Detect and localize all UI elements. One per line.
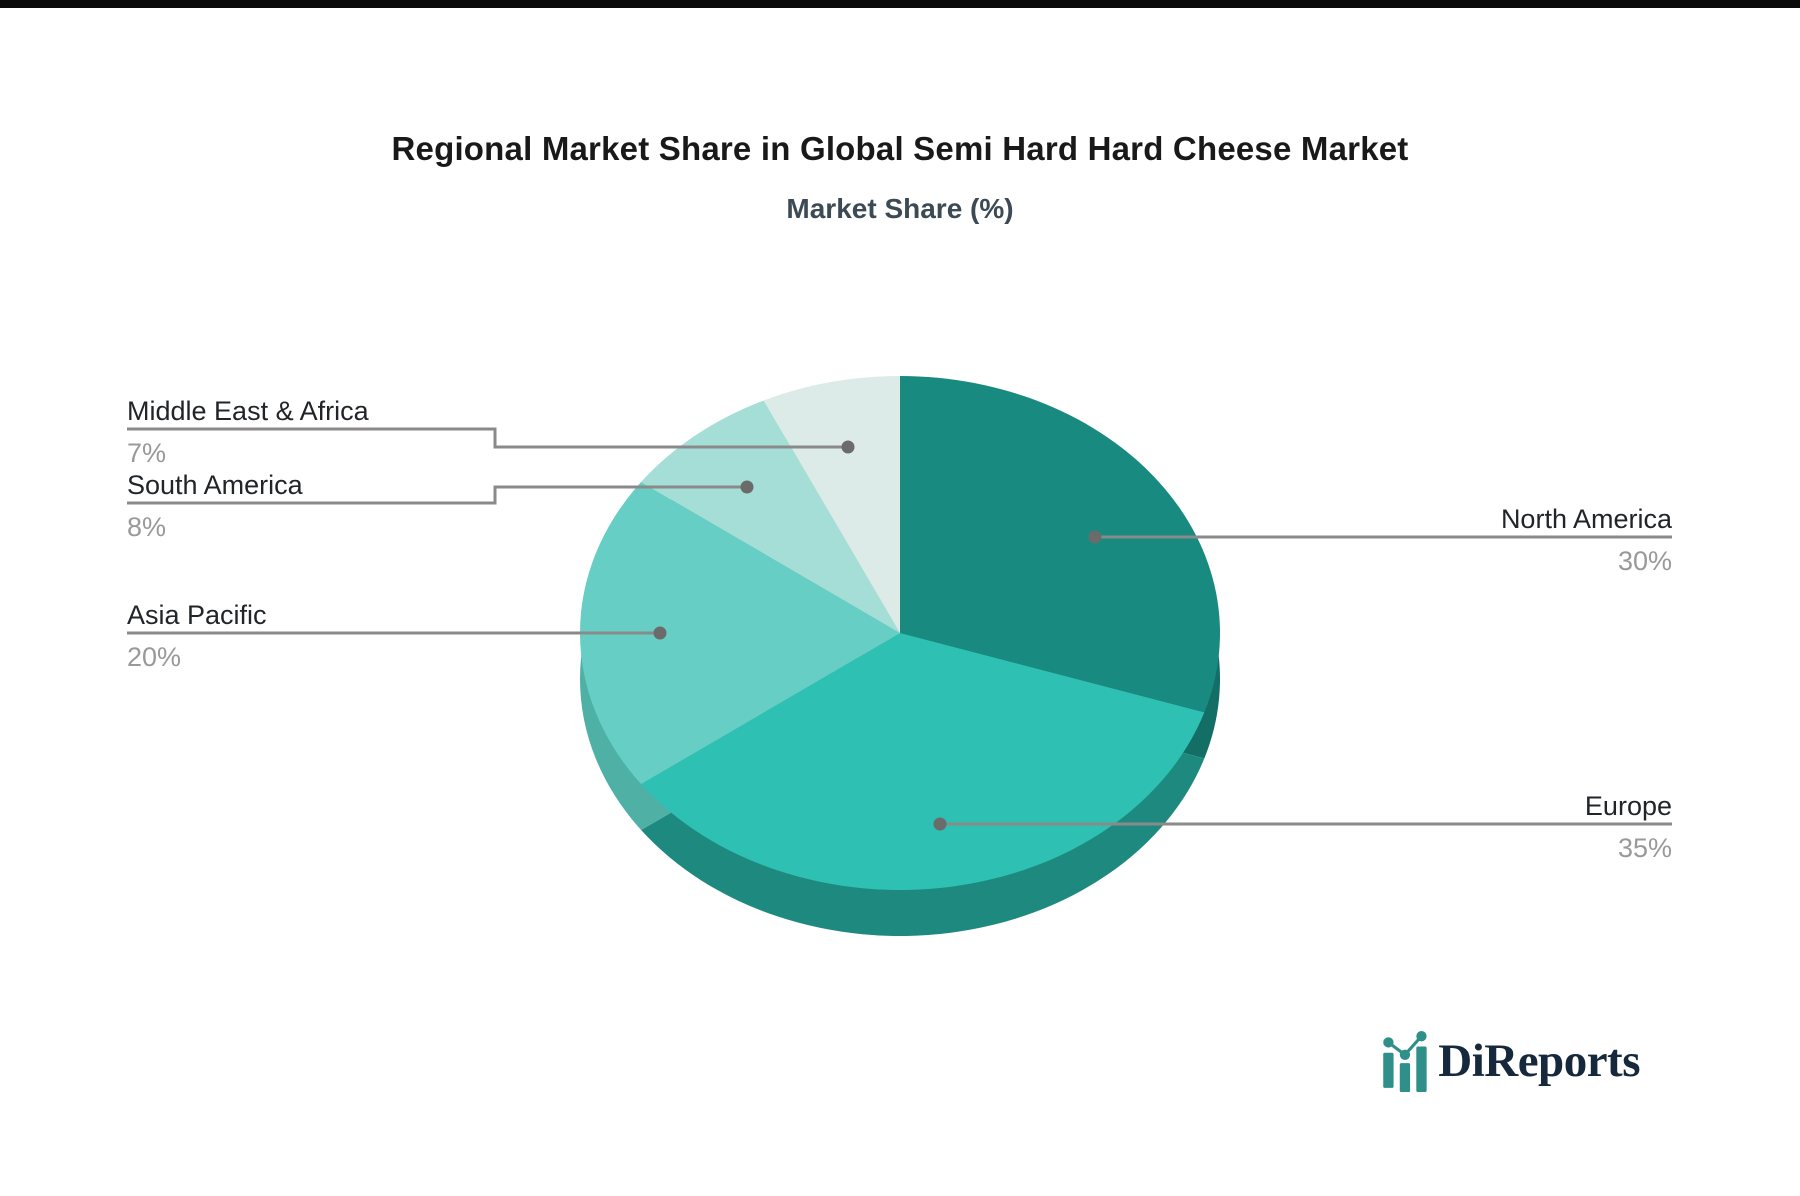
callout-value-asia-pacific: 20% (127, 642, 182, 672)
logo-bar (1400, 1063, 1411, 1092)
leader-line-middle-east-africa (127, 427, 848, 449)
callout-value-north-america: 30% (1617, 546, 1672, 576)
leader-line-south-america (127, 485, 747, 505)
pie-slice-north-america[interactable] (900, 376, 1221, 713)
direports-logo[interactable]: DiReports (1383, 1030, 1640, 1092)
leader-dot-asia-pacific (653, 626, 667, 640)
logo-dot (1400, 1049, 1411, 1060)
logo-dot (1383, 1037, 1394, 1048)
callout-label-europe: Europe (1584, 791, 1672, 821)
leader-dot-south-america (740, 480, 754, 494)
pie-slice-middle-east-africa[interactable] (763, 376, 900, 633)
callout-value-south-america: 8% (127, 512, 167, 542)
top-border-bar (0, 0, 1800, 8)
leader-dot-middle-east-africa (841, 440, 855, 454)
logo-dot (1416, 1031, 1427, 1042)
callout-label-south-america: South America (127, 470, 303, 500)
leader-dot-north-america (1088, 530, 1102, 544)
pie-slice-south-america[interactable] (641, 400, 900, 633)
bar-line-chart-icon (1383, 1031, 1427, 1092)
leader-dot-europe (933, 817, 947, 831)
callout-label-north-america: North America (1500, 504, 1672, 534)
callout-value-middle-east-africa: 7% (127, 438, 167, 468)
pie-slice-europe[interactable] (641, 633, 1205, 891)
callout-label-asia-pacific: Asia Pacific (127, 600, 267, 630)
logo-bar (1383, 1052, 1394, 1088)
callout-label-middle-east-africa: Middle East & Africa (127, 396, 369, 426)
logo-text: DiReports (1438, 1035, 1640, 1087)
callout-value-europe: 35% (1617, 833, 1672, 863)
chart-subtitle: Market Share (%) (786, 193, 1014, 224)
pie-slice-asia-pacific[interactable] (580, 481, 900, 785)
chart-title: Regional Market Share in Global Semi Har… (391, 130, 1409, 167)
logo-bar (1416, 1046, 1427, 1092)
